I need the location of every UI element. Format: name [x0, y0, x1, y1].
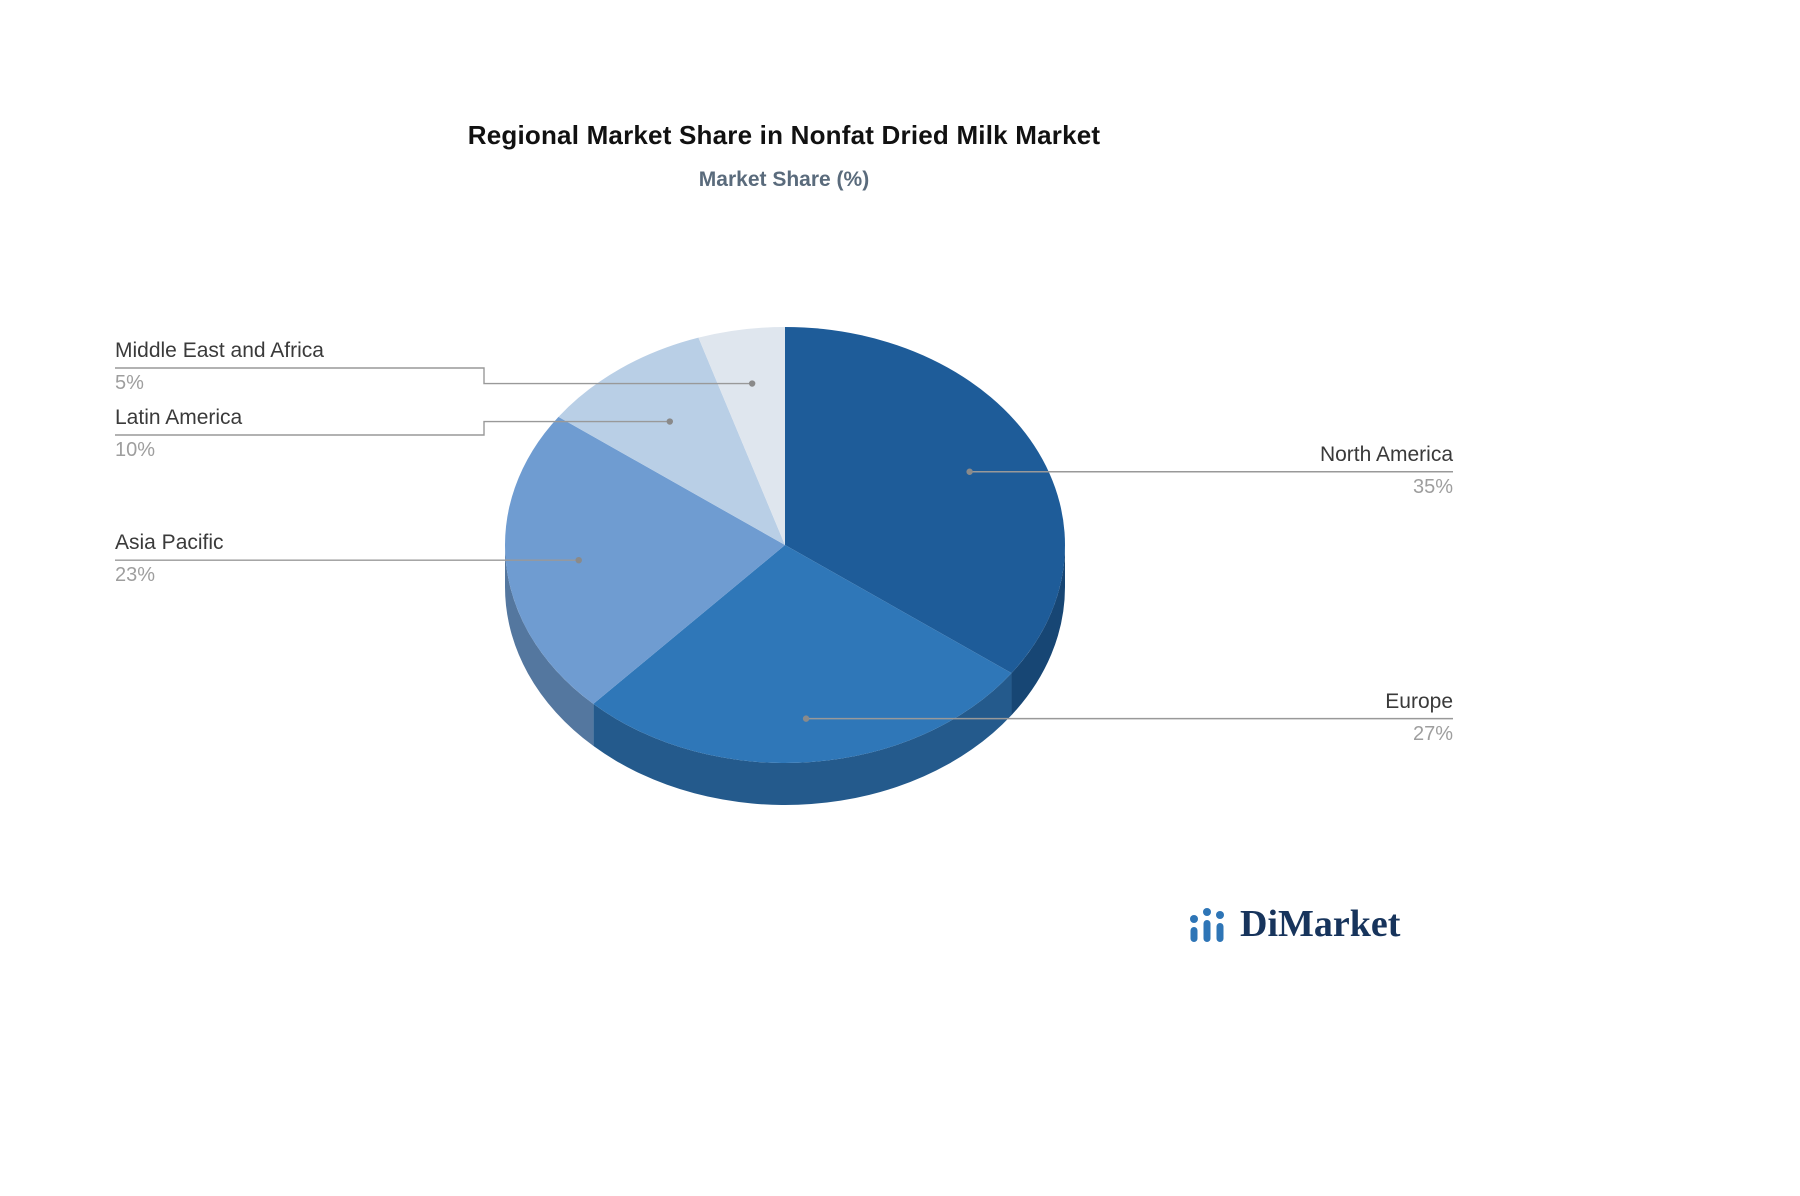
bar-chart-icon: [1190, 908, 1224, 942]
label-europe: Europe 27%: [1385, 689, 1453, 746]
slice-label-value: 23%: [115, 564, 156, 587]
brand-logo-text: DiMarket: [1240, 903, 1401, 945]
chart-title: Regional Market Share in Nonfat Dried Mi…: [467, 120, 1101, 150]
label-latin-america: Latin America 10%: [115, 405, 242, 462]
leader-dot: [666, 418, 673, 425]
pie-slice: [698, 327, 785, 545]
pie-slice: [505, 416, 785, 704]
leader-line: [115, 367, 753, 385]
pie-slice: [785, 327, 1065, 674]
slice-label-value: 10%: [115, 439, 156, 461]
pie-slice-side: [505, 545, 594, 746]
leader-dot: [802, 715, 810, 722]
slice-label-name: Latin America: [115, 406, 243, 429]
slice-label-value: 35%: [1412, 475, 1453, 498]
slice-label-name: Asia Pacific: [115, 531, 224, 555]
slice-label-name: Middle East and Africa: [115, 339, 324, 362]
slice-label-value: 27%: [1412, 722, 1453, 745]
pie-slice: [593, 545, 1012, 764]
label-north-america: North America 35%: [1320, 442, 1453, 499]
label-asia-pacific: Asia Pacific 23%: [115, 530, 224, 587]
chart-subtitle: Market Share (%): [698, 168, 870, 191]
label-middle-east-africa: Middle East and Africa 5%: [115, 338, 324, 395]
pie-slice-side: [1011, 545, 1065, 716]
leader-line: [115, 420, 670, 436]
pie-slice-side: [593, 673, 1012, 805]
pie-slice: [558, 337, 785, 545]
leader-dot: [575, 556, 582, 564]
slice-label-value: 5%: [115, 372, 144, 394]
leader-dot: [966, 468, 973, 475]
leader-dot: [748, 380, 756, 387]
brand-logo: DiMarket: [1186, 902, 1400, 946]
slice-label-name: North America: [1319, 442, 1453, 466]
slice-label-name: Europe: [1385, 689, 1453, 713]
